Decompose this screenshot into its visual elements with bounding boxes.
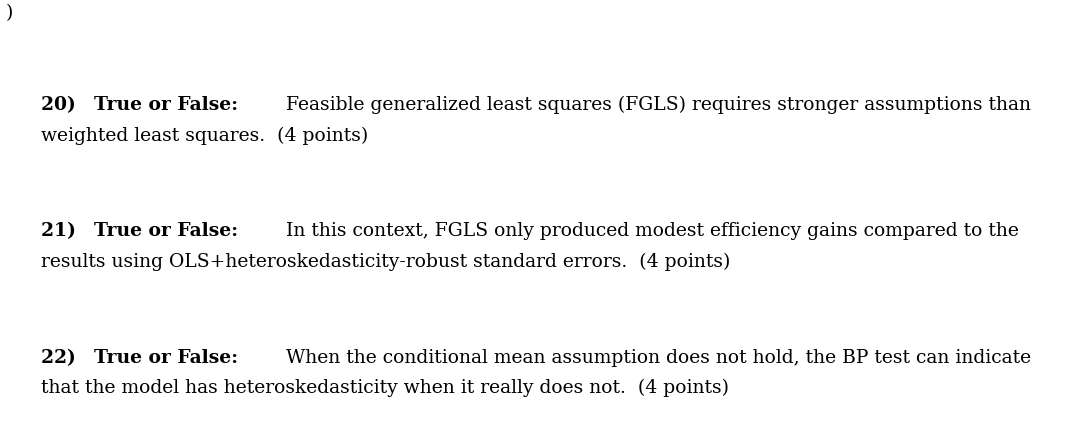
Text: that the model has heteroskedasticity when it really does not.  (4 points): that the model has heteroskedasticity wh… xyxy=(41,379,729,398)
Text: In this context, FGLS only produced modest efficiency gains compared to the: In this context, FGLS only produced mode… xyxy=(281,222,1020,240)
Text: ): ) xyxy=(5,4,13,22)
Text: True or False:: True or False: xyxy=(94,349,239,367)
Text: 22): 22) xyxy=(41,349,82,367)
Text: When the conditional mean assumption does not hold, the BP test can indicate: When the conditional mean assumption doe… xyxy=(280,349,1031,367)
Text: True or False:: True or False: xyxy=(94,222,239,240)
Text: results using OLS+heteroskedasticity-robust standard errors.  (4 points): results using OLS+heteroskedasticity-rob… xyxy=(41,253,730,271)
Text: True or False:: True or False: xyxy=(94,96,239,114)
Text: 21): 21) xyxy=(41,222,82,240)
Text: Feasible generalized least squares (FGLS) requires stronger assumptions than: Feasible generalized least squares (FGLS… xyxy=(280,96,1031,114)
Text: weighted least squares.  (4 points): weighted least squares. (4 points) xyxy=(41,126,368,145)
Text: 20): 20) xyxy=(41,96,82,114)
